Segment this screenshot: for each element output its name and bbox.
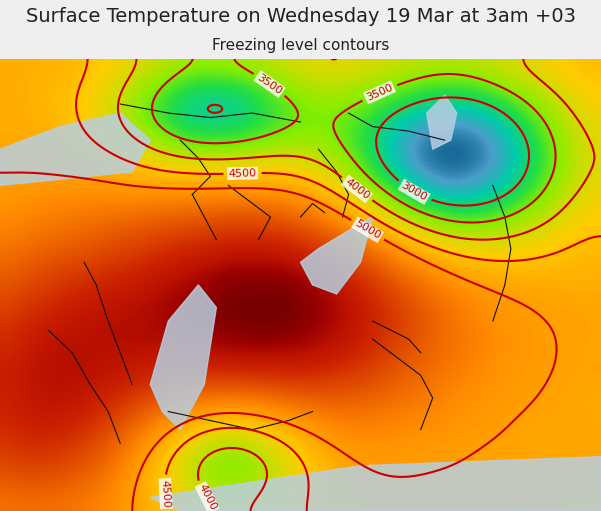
Text: 4500: 4500: [160, 479, 171, 508]
Polygon shape: [150, 285, 216, 430]
Text: 5000: 5000: [353, 218, 382, 241]
Polygon shape: [150, 457, 601, 511]
Text: 4500: 4500: [228, 168, 257, 179]
Polygon shape: [0, 113, 150, 185]
Text: Surface Temperature on Wednesday 19 Mar at 3am +03: Surface Temperature on Wednesday 19 Mar …: [25, 7, 576, 26]
Polygon shape: [300, 217, 373, 294]
Text: 4000: 4000: [343, 176, 371, 201]
Polygon shape: [427, 95, 457, 149]
Text: 3500: 3500: [365, 82, 394, 103]
Text: Freezing level contours: Freezing level contours: [212, 38, 389, 53]
Text: 3000: 3000: [400, 180, 429, 203]
Text: 3500: 3500: [255, 72, 284, 96]
Text: 4000: 4000: [197, 483, 218, 511]
